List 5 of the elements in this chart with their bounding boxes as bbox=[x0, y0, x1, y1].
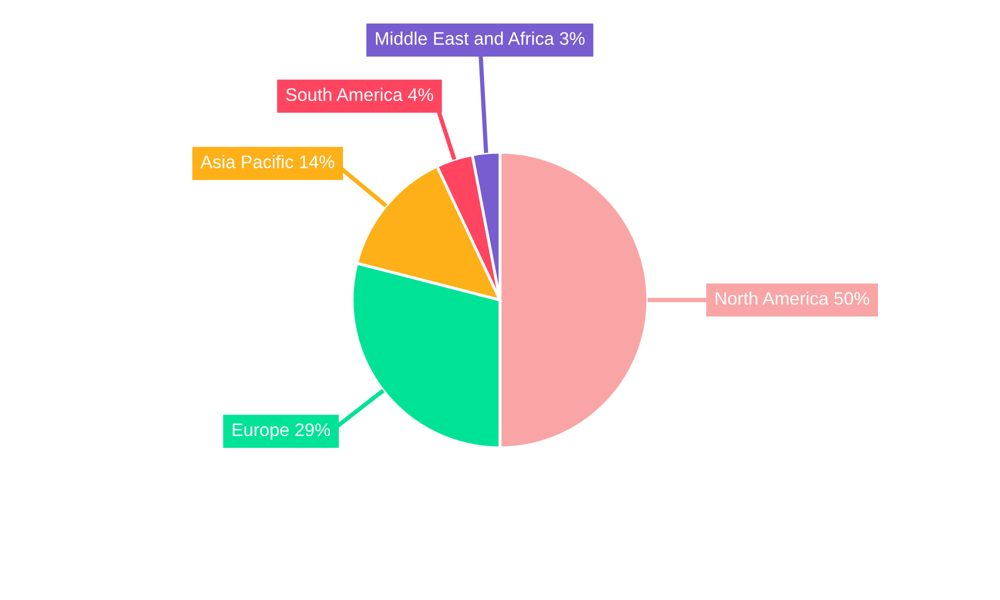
slice-label: Europe 29% bbox=[232, 423, 330, 440]
slice-label: Asia Pacific 14% bbox=[200, 154, 334, 168]
slice-label: Middle East and Africa 3% bbox=[376, 32, 585, 45]
slice-label: South America 4% bbox=[286, 88, 434, 102]
slice-label: North America 50% bbox=[716, 292, 870, 305]
